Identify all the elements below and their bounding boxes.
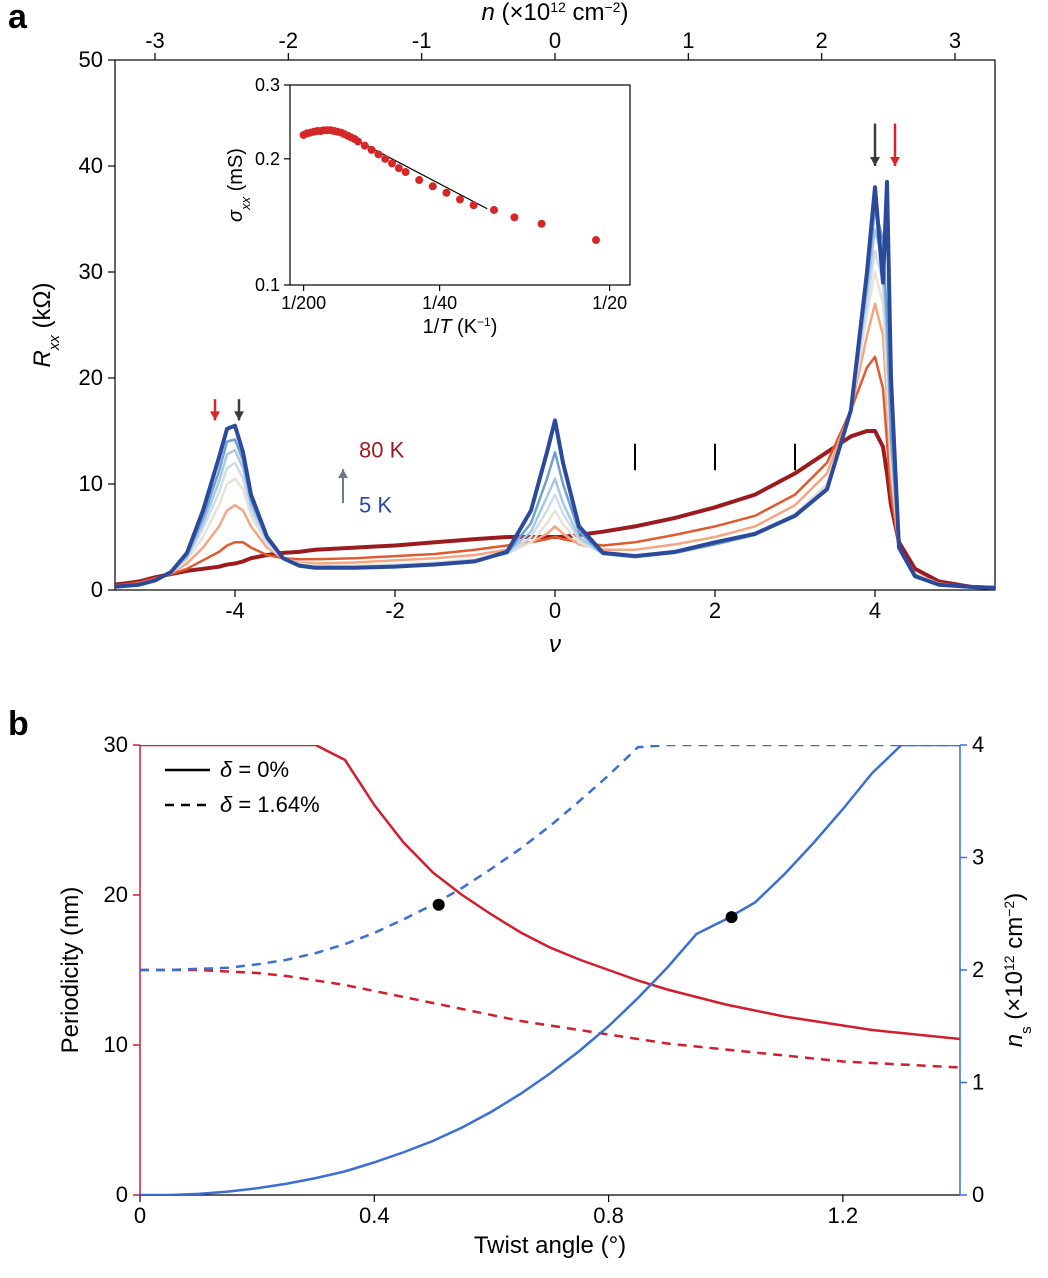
svg-text:10: 10 — [104, 1032, 128, 1057]
panel-b-marker — [726, 911, 738, 923]
periodicity-solid — [140, 745, 960, 1039]
svg-text:4: 4 — [972, 732, 984, 757]
panel-b-x-title: Twist angle (°) — [474, 1232, 626, 1259]
panel-b-y-right-title: ns (×1012 cm−2) — [1001, 893, 1035, 1047]
panel-b-y-left-title: Periodicity (nm) — [57, 887, 84, 1054]
svg-text:3: 3 — [972, 845, 984, 870]
figure-container: a -4-2024ν-3-2-10123n (×1012 cm−2)010203… — [0, 0, 1048, 1278]
legend-dashed: δ = 1.64% — [220, 792, 320, 817]
svg-text:1.2: 1.2 — [828, 1203, 859, 1228]
periodicity-dashed — [140, 970, 960, 1068]
svg-text:0.8: 0.8 — [593, 1203, 624, 1228]
svg-text:0: 0 — [972, 1182, 984, 1207]
svg-text:0.4: 0.4 — [359, 1203, 390, 1228]
svg-text:30: 30 — [104, 732, 128, 757]
svg-text:0: 0 — [116, 1182, 128, 1207]
panel-b-marker — [433, 899, 445, 911]
svg-text:1: 1 — [972, 1070, 984, 1095]
svg-text:2: 2 — [972, 957, 984, 982]
svg-text:0: 0 — [134, 1203, 146, 1228]
svg-text:20: 20 — [104, 882, 128, 907]
legend-solid: δ = 0% — [220, 757, 289, 782]
panel-b-chart: 00.40.81.2Twist angle (°)0102030Periodic… — [0, 0, 1048, 1278]
